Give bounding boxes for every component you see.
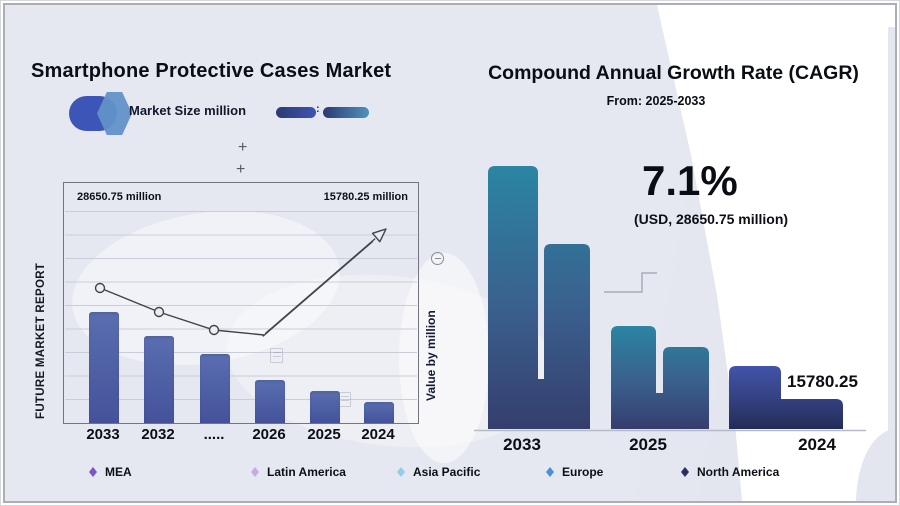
legend-item: Europe bbox=[546, 465, 603, 479]
ratio-pill-right bbox=[323, 107, 369, 118]
legend-item-label: Europe bbox=[562, 465, 604, 479]
legend-item-label: North America bbox=[697, 465, 780, 479]
legend-item-label: MEA bbox=[105, 465, 132, 479]
legend-diamond-icon bbox=[546, 467, 554, 477]
market-size-bar bbox=[200, 354, 230, 423]
market-size-bar bbox=[364, 402, 394, 423]
bar-value-label: 15780.25 bbox=[787, 372, 858, 391]
x-axis-label: ..... bbox=[203, 426, 225, 443]
right-chart-title: Compound Annual Growth Rate (CAGR) bbox=[488, 62, 859, 84]
x-axis-label: 2032 bbox=[141, 426, 175, 443]
market-size-chart: 28650.75 million 15780.25 million bbox=[63, 182, 419, 424]
market-size-bar bbox=[255, 380, 285, 423]
market-size-bar bbox=[144, 336, 174, 423]
legend-item: North America bbox=[681, 465, 779, 479]
ratio-separator: : bbox=[316, 103, 320, 115]
zoom-out-icon bbox=[431, 252, 444, 265]
cagr-caption: (USD, 28650.75 million) bbox=[634, 211, 789, 227]
market-size-bar bbox=[89, 312, 119, 423]
legend-item-label: Latin America bbox=[267, 465, 346, 479]
x-axis-label: 2033 bbox=[86, 426, 120, 443]
end-value-label: 15780.25 million bbox=[323, 191, 408, 203]
cagr-subtitle: From: 2025-2033 bbox=[606, 94, 706, 108]
x-axis-label: 2026 bbox=[252, 426, 286, 443]
cagr-bar-pair bbox=[488, 166, 590, 429]
cagr-year-label: 2024 bbox=[798, 435, 836, 454]
x-axis-label: 2024 bbox=[361, 426, 395, 443]
document-watermark-icon bbox=[270, 348, 283, 363]
legend-diamond-icon bbox=[681, 467, 689, 477]
market-size-legend: Market Size million : bbox=[67, 91, 387, 137]
legend-diamond-icon bbox=[251, 467, 259, 477]
cagr-bar-pair bbox=[729, 366, 843, 429]
legend-item-label: Asia Pacific bbox=[413, 465, 481, 479]
right-edge-strip bbox=[888, 27, 896, 501]
cagr-chart-graphic bbox=[474, 166, 866, 432]
legend-diamond-icon bbox=[397, 467, 405, 477]
market-size-bar bbox=[310, 391, 340, 423]
legend-diamond-icon bbox=[89, 467, 97, 477]
value-axis-label: Value by million bbox=[424, 310, 438, 401]
cagr-year-label: 2025 bbox=[629, 435, 667, 454]
future-market-report-watermark: FUTURE MARKET REPORT bbox=[35, 262, 47, 419]
start-value-label: 28650.75 million bbox=[77, 191, 162, 203]
left-chart-title: Smartphone Protective Cases Market bbox=[31, 60, 392, 82]
legend-item: MEA bbox=[89, 465, 132, 479]
x-axis-label: 2025 bbox=[307, 426, 341, 443]
cagr-value: 7.1% bbox=[642, 157, 738, 204]
legend-item: Asia Pacific bbox=[397, 465, 480, 479]
cagr-bar-pair bbox=[611, 326, 709, 429]
plus-icon: + bbox=[238, 139, 248, 156]
legend-label: Market Size million bbox=[129, 103, 247, 118]
ratio-pill-left bbox=[276, 107, 316, 118]
plus-icon: + bbox=[236, 161, 246, 178]
cagr-year-label: 2033 bbox=[503, 435, 541, 454]
legend-item: Latin America bbox=[251, 465, 346, 479]
